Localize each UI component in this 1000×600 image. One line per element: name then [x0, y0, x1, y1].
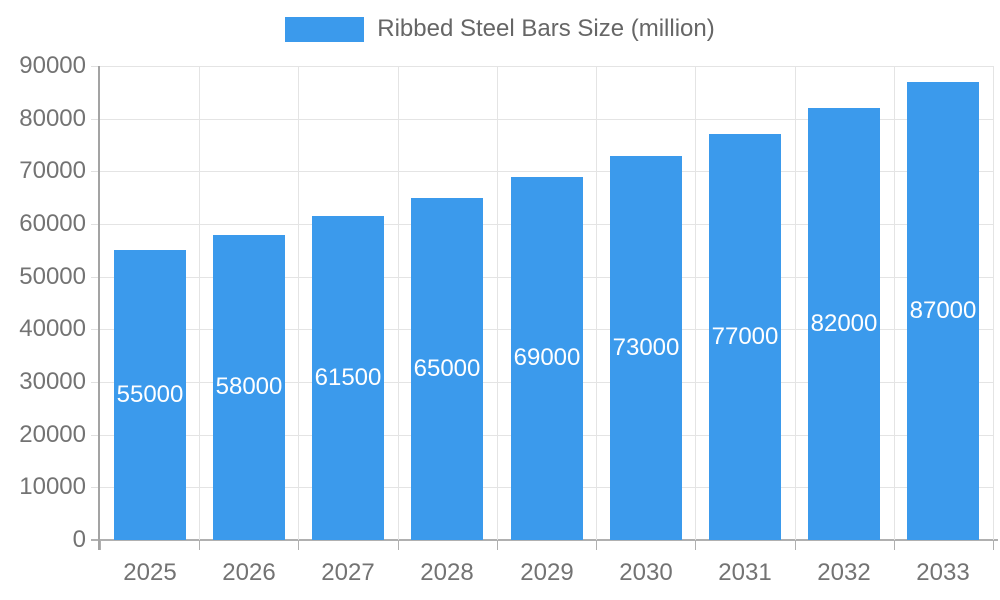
bar-value-label: 69000: [513, 344, 581, 371]
y-gridline: [100, 171, 994, 172]
y-axis-tick: [91, 382, 100, 383]
bar-2028[interactable]: [411, 198, 483, 540]
bar-2029[interactable]: [511, 177, 583, 540]
bar-2032[interactable]: [808, 108, 880, 540]
x-tick-label: 2031: [718, 559, 772, 586]
x-axis-tick: [993, 540, 994, 550]
y-axis-tick: [91, 171, 100, 172]
y-axis-line: [98, 66, 100, 550]
y-tick-label: 60000: [19, 210, 86, 237]
x-axis-line: [91, 539, 998, 541]
x-gridline: [993, 66, 994, 540]
bar-value-label: 61500: [314, 364, 382, 391]
x-axis-tick: [398, 540, 399, 550]
bar-value-label: 87000: [909, 297, 977, 324]
x-gridline: [894, 66, 895, 540]
y-gridline: [100, 119, 994, 120]
x-gridline: [398, 66, 399, 540]
y-tick-label: 50000: [19, 263, 86, 290]
y-axis-tick: [91, 435, 100, 436]
x-axis-tick: [298, 540, 299, 550]
x-axis-tick: [695, 540, 696, 550]
legend-label: Ribbed Steel Bars Size (million): [377, 15, 715, 42]
bar-2025[interactable]: [114, 250, 186, 540]
y-axis-tick: [91, 277, 100, 278]
y-tick-label: 10000: [19, 473, 86, 500]
x-tick-label: 2026: [222, 559, 276, 586]
y-tick-label: 80000: [19, 105, 86, 132]
x-tick-label: 2032: [817, 559, 871, 586]
x-gridline: [199, 66, 200, 540]
bar-2030[interactable]: [610, 156, 682, 540]
bar-value-label: 58000: [215, 373, 283, 400]
bar-value-label: 65000: [413, 355, 481, 382]
x-gridline: [695, 66, 696, 540]
bar-2033[interactable]: [907, 82, 979, 540]
bar-value-label: 82000: [810, 310, 878, 337]
bar-value-label: 55000: [116, 381, 184, 408]
bar-2027[interactable]: [312, 216, 384, 540]
x-tick-label: 2029: [520, 559, 574, 586]
bar-2026[interactable]: [213, 235, 285, 540]
bar-2031[interactable]: [709, 134, 781, 540]
x-tick-label: 2030: [619, 559, 673, 586]
y-axis-tick: [91, 487, 100, 488]
x-axis-tick: [795, 540, 796, 550]
y-tick-label: 20000: [19, 421, 86, 448]
y-axis-tick: [91, 224, 100, 225]
y-tick-label: 40000: [19, 315, 86, 342]
x-gridline: [298, 66, 299, 540]
x-axis-tick: [100, 540, 101, 550]
x-axis-tick: [199, 540, 200, 550]
x-gridline: [497, 66, 498, 540]
x-tick-label: 2027: [321, 559, 375, 586]
y-axis-tick: [91, 329, 100, 330]
y-tick-label: 30000: [19, 368, 86, 395]
y-tick-label: 90000: [19, 52, 86, 79]
x-axis-tick: [894, 540, 895, 550]
legend[interactable]: Ribbed Steel Bars Size (million): [0, 15, 1000, 43]
x-gridline: [596, 66, 597, 540]
x-gridline: [795, 66, 796, 540]
y-axis-tick: [91, 119, 100, 120]
x-axis-tick: [497, 540, 498, 550]
y-tick-label: 70000: [19, 157, 86, 184]
x-axis-tick: [596, 540, 597, 550]
bar-value-label: 73000: [612, 334, 680, 361]
x-tick-label: 2028: [420, 559, 474, 586]
x-tick-label: 2033: [916, 559, 970, 586]
x-tick-label: 2025: [123, 559, 177, 586]
y-tick-label: 0: [72, 526, 86, 553]
bar-value-label: 77000: [711, 323, 779, 350]
y-axis-tick: [91, 66, 100, 67]
legend-swatch: [285, 16, 365, 42]
y-gridline: [100, 66, 994, 67]
